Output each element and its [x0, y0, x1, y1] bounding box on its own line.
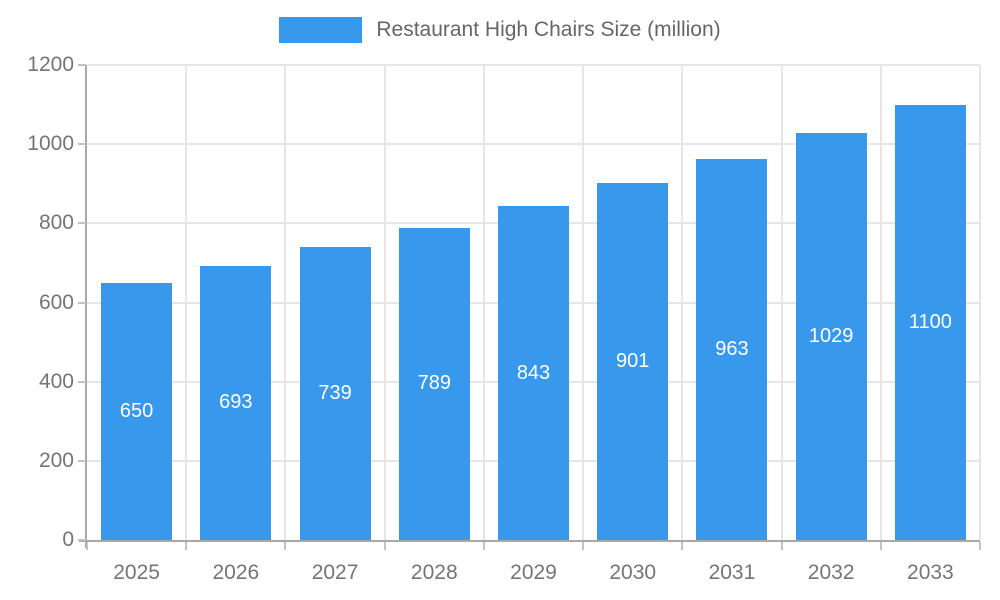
legend-swatch	[279, 17, 363, 43]
bar-value-label: 739	[318, 382, 352, 405]
bar[interactable]: 650	[101, 282, 173, 540]
y-gridline	[87, 64, 980, 66]
x-tick-label: 2032	[807, 561, 855, 584]
x-tick	[383, 542, 386, 550]
x-gridline	[780, 65, 783, 540]
y-tick-label: 800	[38, 211, 74, 235]
x-tick-label: 2029	[510, 561, 557, 584]
x-gridline	[383, 65, 386, 540]
bar[interactable]: 901	[597, 183, 669, 540]
x-tick	[681, 542, 684, 550]
y-tick-label: 0	[62, 528, 74, 551]
x-tick	[86, 542, 88, 550]
bar[interactable]: 789	[398, 227, 470, 540]
y-tick	[78, 301, 86, 304]
x-tick	[979, 542, 981, 550]
y-tick	[78, 539, 86, 541]
bar[interactable]: 963	[696, 158, 768, 540]
y-tick-label: 1200	[27, 53, 74, 76]
bar-value-label: 650	[119, 399, 154, 422]
x-tick-label: 2031	[708, 561, 756, 584]
bar-value-label: 843	[516, 361, 551, 384]
x-axis-line	[79, 540, 980, 542]
bar[interactable]: 739	[299, 247, 371, 540]
bar[interactable]: 843	[498, 206, 569, 540]
x-gridline	[284, 65, 287, 540]
x-gridline	[681, 65, 684, 540]
x-tick-label: 2033	[907, 561, 954, 584]
x-tick-label: 2028	[410, 561, 458, 584]
bar-value-label: 901	[616, 350, 650, 373]
y-tick-label: 600	[38, 290, 74, 314]
x-tick-label: 2025	[113, 561, 160, 584]
x-tick	[284, 542, 287, 550]
x-tick	[582, 542, 585, 550]
x-tick	[482, 542, 485, 550]
x-tick	[879, 542, 882, 550]
x-gridline	[482, 65, 485, 540]
y-tick	[78, 459, 86, 462]
y-tick-label: 200	[38, 448, 74, 472]
x-tick	[780, 542, 783, 550]
x-tick	[185, 542, 188, 550]
y-tick	[78, 222, 86, 225]
x-gridline	[879, 65, 882, 540]
x-tick-label: 2030	[609, 561, 657, 584]
y-tick	[78, 143, 86, 146]
bar[interactable]: 1029	[795, 132, 867, 540]
bar-value-label: 693	[219, 391, 253, 414]
bar-value-label: 1100	[908, 310, 952, 333]
legend-label: Restaurant High Chairs Size (million)	[376, 18, 721, 41]
bar[interactable]: 693	[200, 265, 272, 540]
x-gridline	[582, 65, 585, 540]
bar-value-label: 789	[417, 372, 451, 395]
x-tick-label: 2027	[311, 561, 359, 584]
y-gridline	[87, 143, 980, 146]
y-tick-label: 400	[38, 369, 74, 393]
x-gridline	[185, 65, 188, 540]
y-tick	[78, 380, 86, 383]
y-tick-label: 1000	[27, 132, 74, 156]
y-tick	[78, 64, 86, 66]
y-axis-line	[85, 65, 87, 548]
x-gridline	[979, 65, 981, 540]
bar[interactable]: 1100	[894, 104, 966, 540]
bar-value-label: 963	[715, 337, 749, 360]
bar-value-label: 1029	[808, 324, 854, 347]
legend[interactable]: Restaurant High Chairs Size (million)	[0, 17, 1000, 43]
x-tick-label: 2026	[212, 561, 260, 584]
